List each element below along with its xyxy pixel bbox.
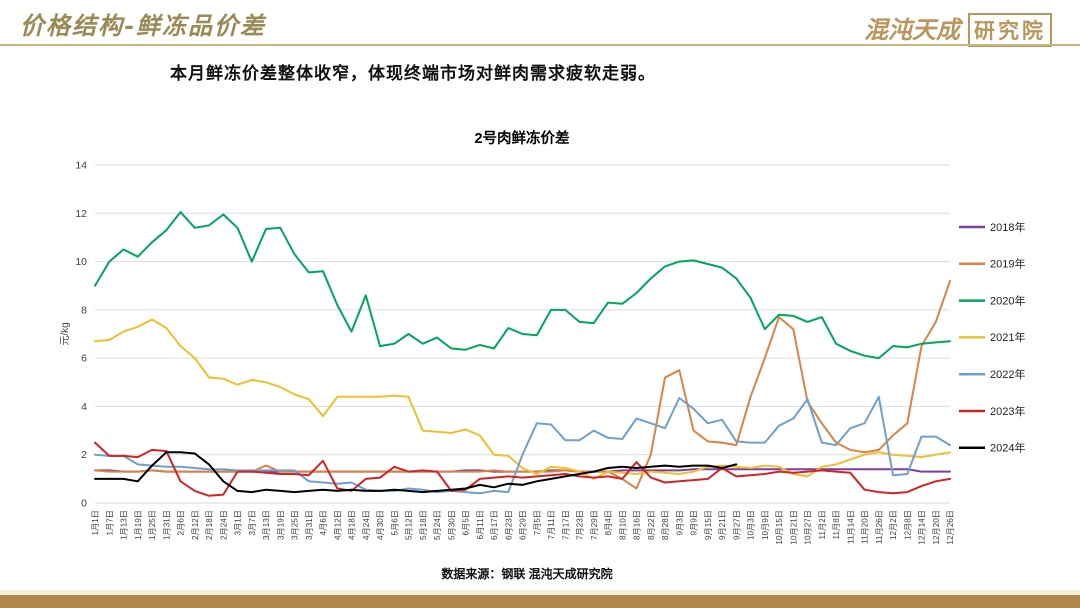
y-tick-label: 8 [81, 304, 87, 316]
x-tick-label: 12月2日 [889, 510, 898, 540]
x-tick-label: 11月14日 [846, 510, 855, 544]
legend-label-2019年: 2019年 [990, 257, 1025, 271]
x-tick-label: 1月19日 [134, 510, 143, 540]
x-tick-label: 4月12日 [333, 510, 342, 540]
x-tick-label: 2月18日 [205, 510, 214, 540]
x-tick-label: 8月4日 [604, 510, 613, 535]
x-tick-label: 2月12日 [191, 510, 200, 540]
x-tick-label: 3月25日 [291, 510, 300, 540]
series-line-2022年 [94, 395, 951, 495]
x-tick-label: 10月3日 [747, 510, 756, 540]
x-tick-label: 8月16日 [633, 510, 642, 540]
x-tick-label: 9月21日 [718, 510, 727, 540]
legend-label-2018年: 2018年 [990, 220, 1025, 234]
x-tick-label: 12月8日 [903, 510, 912, 540]
x-tick-label: 5月12日 [405, 510, 414, 540]
x-tick-label: 1月25日 [148, 510, 157, 540]
y-axis-label: 元/kg [60, 322, 71, 345]
x-tick-label: 9月9日 [690, 510, 699, 535]
x-tick-label: 7月5日 [533, 510, 542, 535]
x-tick-label: 11月2日 [818, 510, 827, 539]
x-tick-label: 8月22日 [647, 510, 656, 540]
brand-logo-suffix: 研究院 [968, 13, 1052, 47]
y-tick-label: 0 [81, 498, 87, 510]
brand-logo: 混沌天成 研究院 [864, 10, 1052, 47]
x-tick-label: 10月21日 [789, 510, 798, 545]
x-tick-label: 3月31日 [305, 510, 314, 540]
header-divider [0, 44, 1080, 46]
x-tick-label: 2月24日 [219, 510, 228, 540]
y-tick-label: 2 [81, 449, 87, 461]
x-tick-label: 11月20日 [861, 510, 870, 544]
x-tick-label: 7月17日 [561, 510, 570, 540]
x-tick-label: 6月23日 [504, 510, 513, 540]
slide-subtitle: 本月鲜冻价差整体收窄，体现终端市场对鲜肉需求疲软走弱。 [170, 64, 656, 84]
x-tick-label: 12月20日 [932, 510, 941, 545]
x-tick-label: 12月14日 [918, 510, 927, 545]
x-tick-label: 4月18日 [348, 510, 357, 540]
legend-label-2020年: 2020年 [990, 293, 1025, 307]
x-tick-label: 8月10日 [618, 510, 627, 540]
x-tick-label: 10月9日 [761, 510, 770, 540]
x-tick-label: 6月11日 [476, 510, 485, 539]
x-tick-label: 4月6日 [319, 510, 328, 535]
x-tick-label: 1月7日 [105, 510, 114, 535]
y-tick-label: 6 [81, 353, 87, 365]
x-tick-label: 2月6日 [177, 510, 186, 535]
footer-accent-line [0, 590, 1080, 595]
legend-label-2021年: 2021年 [990, 330, 1025, 344]
legend-label-2024年: 2024年 [990, 441, 1025, 455]
x-tick-label: 9月27日 [732, 510, 741, 540]
x-tick-label: 7月11日 [547, 510, 556, 539]
x-tick-label: 5月24日 [433, 510, 442, 540]
x-tick-label: 9月15日 [704, 510, 713, 540]
x-tick-label: 3月13日 [262, 510, 271, 540]
x-tick-label: 1月31日 [162, 510, 171, 540]
page-title: 价格结构-鲜冻品价差 [20, 11, 266, 40]
y-tick-label: 14 [75, 160, 87, 172]
legend-label-2022年: 2022年 [990, 367, 1025, 381]
x-tick-label: 5月30日 [447, 510, 456, 540]
x-tick-label: 9月3日 [675, 510, 684, 535]
x-tick-label: 6月5日 [462, 510, 471, 535]
x-tick-label: 4月30日 [376, 510, 385, 540]
y-tick-label: 10 [75, 256, 87, 268]
series-line-2024年 [94, 451, 738, 494]
x-tick-label: 7月29日 [590, 510, 599, 540]
x-tick-label: 11月26日 [875, 510, 884, 544]
x-tick-label: 4月24日 [362, 510, 371, 540]
chart-title: 2号肉鲜冻价差 [474, 131, 570, 147]
x-tick-label: 3月19日 [276, 510, 285, 540]
series-line-2021年 [94, 318, 951, 480]
legend-label-2023年: 2023年 [990, 404, 1025, 418]
y-tick-label: 12 [75, 208, 87, 220]
x-tick-label: 5月6日 [390, 510, 399, 535]
data-source: 数据来源：钢联 混沌天成研究院 [441, 567, 613, 581]
x-tick-label: 10月27日 [804, 510, 813, 545]
x-tick-label: 3月1日 [234, 510, 243, 535]
x-tick-label: 6月17日 [490, 510, 499, 540]
x-tick-label: 1月1日 [91, 510, 100, 535]
x-tick-label: 1月13日 [120, 510, 129, 540]
x-tick-label: 3月7日 [248, 510, 257, 535]
x-tick-label: 5月18日 [419, 510, 428, 540]
x-tick-label: 10月15日 [775, 510, 784, 545]
x-tick-label: 8月28日 [661, 510, 670, 540]
x-tick-label: 11月8日 [832, 510, 841, 539]
x-tick-label: 12月26日 [946, 510, 955, 545]
brand-logo-text: 混沌天成 [864, 15, 960, 44]
footer-bar [0, 595, 1080, 608]
y-tick-label: 4 [81, 401, 87, 413]
chart-canvas: 0 2 4 6 8 10 12 14 元/kg 1月1日 1月7日 1月13日 1月19日 1月25日 1月… [60, 160, 1025, 545]
x-tick-label: 6月29日 [519, 510, 528, 540]
x-tick-label: 7月23日 [576, 510, 585, 540]
series-line-2020年 [94, 211, 951, 360]
series-line-2023年 [94, 441, 951, 497]
